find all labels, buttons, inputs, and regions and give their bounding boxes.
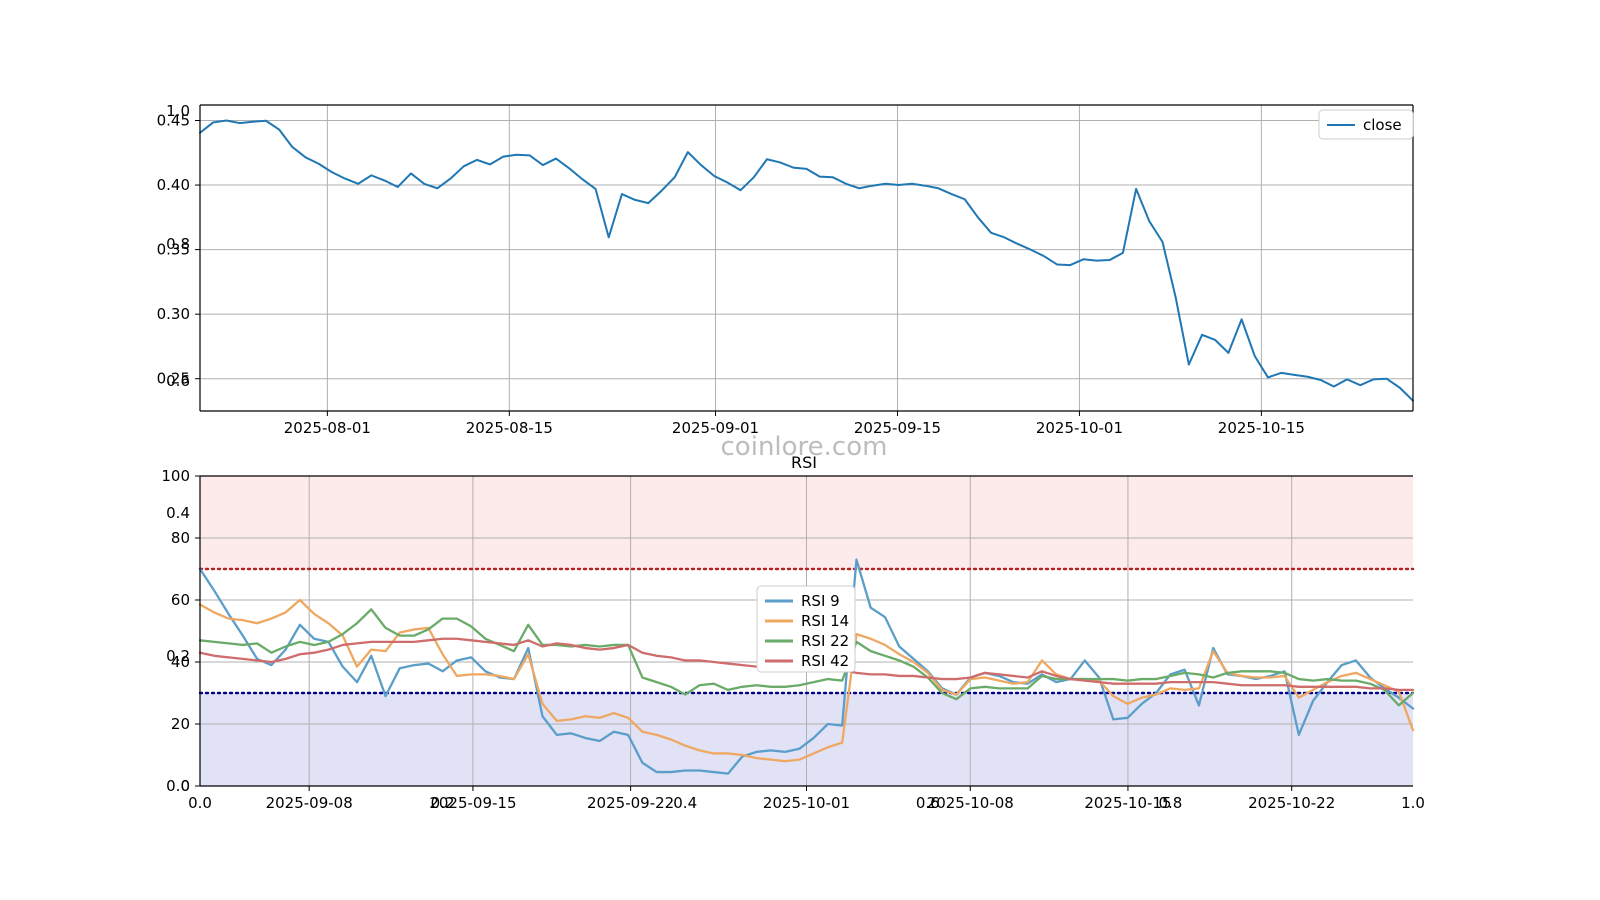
rsi-legend-label: RSI 14 [801,612,849,630]
rsi-x-tick: 2025-09-08 [266,794,353,812]
rsi-y-tick: 80 [171,529,190,547]
rsi-x-tick-ghost: 1.0 [1401,794,1425,812]
rsi-legend-label: RSI 42 [801,652,849,670]
rsi-threshold-lines [198,567,1415,695]
rsi-x-tick-labels-ghost: 0.0 0.2 0.4 0.6 0.8 1.0 [188,794,1425,812]
price-x-tick: 2025-10-01 [1036,419,1123,437]
rsi-y-tick-ghost: 0.2 [166,647,190,665]
rsi-panel-title: RSI [791,453,817,472]
rsi-x-tick: 2025-10-15 [1084,794,1171,812]
price-x-tick: 2025-08-01 [284,419,371,437]
rsi-x-tick: 2025-10-08 [927,794,1014,812]
price-x-tick: 2025-10-15 [1218,419,1305,437]
price-legend[interactable]: close [1318,109,1414,140]
rsi-y-tick: 20 [171,715,190,733]
price-y-tick-ghost: 1.0 [166,102,190,120]
rsi-x-tick: 2025-10-22 [1248,794,1335,812]
price-y-tick-labels: 0.45 0.40 0.35 0.30 0.25 [157,111,200,388]
price-x-tick: 2025-08-15 [466,419,553,437]
price-plot-background [200,105,1413,411]
rsi-legend-label: RSI 22 [801,632,849,650]
rsi-x-tick-ghost: 0.2 [431,794,455,812]
rsi-x-tick-ghost: 0.0 [188,794,212,812]
rsi-series-lines [198,558,1415,775]
price-x-tick-labels: 2025-08-01 2025-08-15 2025-09-01 2025-09-15… [284,411,1305,437]
price-close-line [199,119,1414,402]
rsi-x-tick: 2025-10-01 [763,794,850,812]
rsi-y-tick: 40 [171,653,190,671]
rsi-y-tick-labels: 100 80 60 40 20 0 [161,467,200,795]
rsi-x-tick-labels: 2025-09-08 2025-09-15 2025-09-22 2025-10-01… [266,786,1335,812]
price-series-close [199,119,1414,402]
rsi-x-tick: 2025-09-22 [587,794,674,812]
price-legend-label: close [1363,116,1402,134]
price-y-tick-ghost: 0.6 [166,372,190,390]
price-y-tick: 0.25 [157,370,190,388]
rsi-legend[interactable]: RSI 9 RSI 14 RSI 22 RSI 42 [756,585,856,673]
rsi-x-tick-ghost: 0.8 [1158,794,1182,812]
rsi-y-tick: 60 [171,591,190,609]
rsi-line-rsi-22 [198,608,1415,707]
price-x-tick: 2025-09-01 [672,419,759,437]
price-y-tick: 0.30 [157,305,190,323]
price-axes-frame [199,104,1414,412]
rsi-y-tick: 100 [161,467,190,485]
rsi-x-tick-ghost: 0.4 [673,794,697,812]
rsi-legend-label: RSI 9 [801,592,840,610]
price-legend-box[interactable] [1318,109,1414,140]
rsi-y-tick: 0 [180,777,190,795]
price-y-tick-labels-ghost: 1.0 0.8 0.6 [166,102,190,390]
rsi-y-tick-labels-ghost: 0.4 0.2 0.0 [166,504,190,795]
price-x-tick: 2025-09-15 [854,419,941,437]
price-gridlines [200,105,1413,411]
rsi-x-tick: 2025-09-15 [429,794,516,812]
price-y-tick: 0.40 [157,176,190,194]
price-y-tick-ghost: 0.8 [166,235,190,253]
price-chart-panel: 0.45 0.40 0.35 0.30 0.25 1.0 0.8 0.6 2025-08-0… [157,102,1414,437]
watermark-text: coinlore.com [721,432,888,462]
rsi-y-tick-ghost: 0.0 [166,777,190,795]
rsi-y-tick-ghost: 0.4 [166,504,190,522]
price-y-tick: 0.45 [157,111,190,129]
price-y-tick: 0.35 [157,241,190,259]
rsi-line-rsi-14 [198,598,1415,763]
rsi-legend-box[interactable] [756,585,856,673]
rsi-x-tick-ghost: 0.6 [916,794,940,812]
